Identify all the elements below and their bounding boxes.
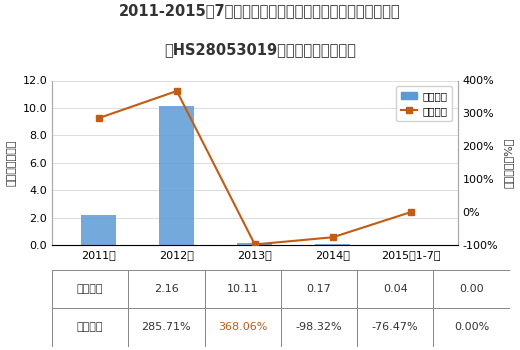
Bar (204, 270, 281, 308)
Text: 0.17: 0.17 (307, 284, 331, 294)
Bar (433, 270, 510, 308)
Text: -98.32%: -98.32% (296, 322, 342, 332)
Bar (357, 308, 433, 346)
Text: 2.16: 2.16 (154, 284, 179, 294)
Bar (315, 244, 350, 245)
Text: -76.47%: -76.47% (372, 322, 419, 332)
Bar (81, 215, 116, 245)
Text: 进口数量: 进口数量 (77, 284, 103, 294)
Bar (128, 270, 204, 308)
Bar (433, 308, 510, 346)
Text: 2011-2015年7月其他稀土金属、鈑（未相混合或相互燕合）: 2011-2015年7月其他稀土金属、鈑（未相混合或相互燕合） (119, 4, 401, 19)
Bar (357, 270, 433, 308)
Y-axis label: 进口数量（吨）: 进口数量（吨） (7, 140, 17, 186)
Text: 0.04: 0.04 (383, 284, 408, 294)
Text: 同比增长: 同比增长 (77, 322, 103, 332)
Text: 0.00%: 0.00% (454, 322, 489, 332)
Bar (204, 308, 281, 346)
Bar (159, 106, 194, 245)
Y-axis label: 同比增速（%）: 同比增速（%） (504, 138, 514, 188)
Text: （HS28053019）进口量及增速统计: （HS28053019）进口量及增速统计 (164, 42, 356, 57)
Bar (52, 270, 128, 308)
Bar (281, 308, 357, 346)
Bar (237, 243, 272, 245)
Text: 10.11: 10.11 (227, 284, 258, 294)
Bar (281, 270, 357, 308)
Text: 368.06%: 368.06% (218, 322, 267, 332)
Text: 0.00: 0.00 (459, 284, 484, 294)
Legend: 进口数量, 同比增长: 进口数量, 同比增长 (396, 86, 452, 121)
Bar (52, 308, 128, 346)
Text: 285.71%: 285.71% (141, 322, 191, 332)
Bar (128, 308, 204, 346)
